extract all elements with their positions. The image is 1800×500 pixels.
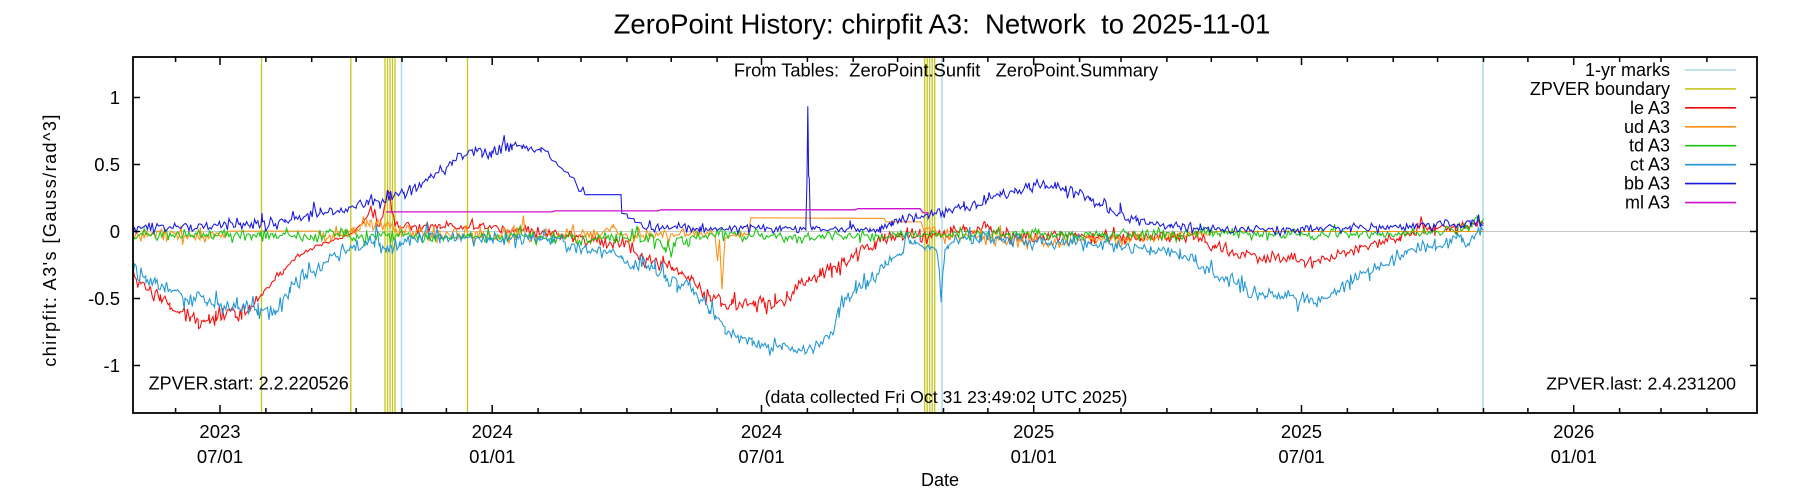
svg-text:01/01: 01/01: [469, 446, 515, 467]
svg-text:01/01: 01/01: [1011, 446, 1057, 467]
svg-text:1-yr marks: 1-yr marks: [1585, 60, 1670, 80]
svg-text:0: 0: [110, 221, 120, 242]
svg-text:ZPVER.last: 2.4.231200: ZPVER.last: 2.4.231200: [1546, 374, 1736, 394]
svg-text:2025: 2025: [1281, 421, 1322, 442]
svg-text:chirpfit: A3's [Gauss/rad^3]: chirpfit: A3's [Gauss/rad^3]: [40, 113, 60, 367]
svg-text:-1: -1: [104, 355, 120, 376]
svg-text:-0.5: -0.5: [88, 288, 120, 309]
svg-text:ZPVER.start: 2.2.220526: ZPVER.start: 2.2.220526: [149, 374, 349, 394]
svg-text:Date: Date: [921, 470, 959, 490]
svg-text:01/01: 01/01: [1551, 446, 1597, 467]
svg-text:le A3: le A3: [1630, 98, 1670, 118]
svg-text:2023: 2023: [199, 421, 240, 442]
svg-text:ml A3: ml A3: [1625, 193, 1670, 213]
svg-text:07/01: 07/01: [1278, 446, 1324, 467]
svg-text:2024: 2024: [741, 421, 782, 442]
svg-text:bb A3: bb A3: [1624, 174, 1670, 194]
svg-text:(data collected Fri Oct 31 23:: (data collected Fri Oct 31 23:49:02 UTC …: [765, 387, 1128, 407]
svg-text:ZPVER boundary: ZPVER boundary: [1530, 79, 1670, 99]
svg-text:From Tables: ZeroPoint.Sunfit: From Tables: ZeroPoint.Sunfit ZeroPoint.…: [734, 60, 1159, 81]
svg-text:ZeroPoint History: chirpfit A3: ZeroPoint History: chirpfit A3: Network …: [614, 9, 1271, 40]
svg-text:07/01: 07/01: [738, 446, 784, 467]
svg-text:ct A3: ct A3: [1630, 155, 1670, 175]
svg-text:td A3: td A3: [1629, 136, 1670, 156]
svg-text:ud A3: ud A3: [1624, 117, 1670, 137]
svg-text:2024: 2024: [472, 421, 513, 442]
svg-text:2026: 2026: [1553, 421, 1594, 442]
svg-text:07/01: 07/01: [197, 446, 243, 467]
svg-text:2025: 2025: [1013, 421, 1054, 442]
svg-text:0.5: 0.5: [94, 154, 120, 175]
svg-text:1: 1: [110, 87, 120, 108]
